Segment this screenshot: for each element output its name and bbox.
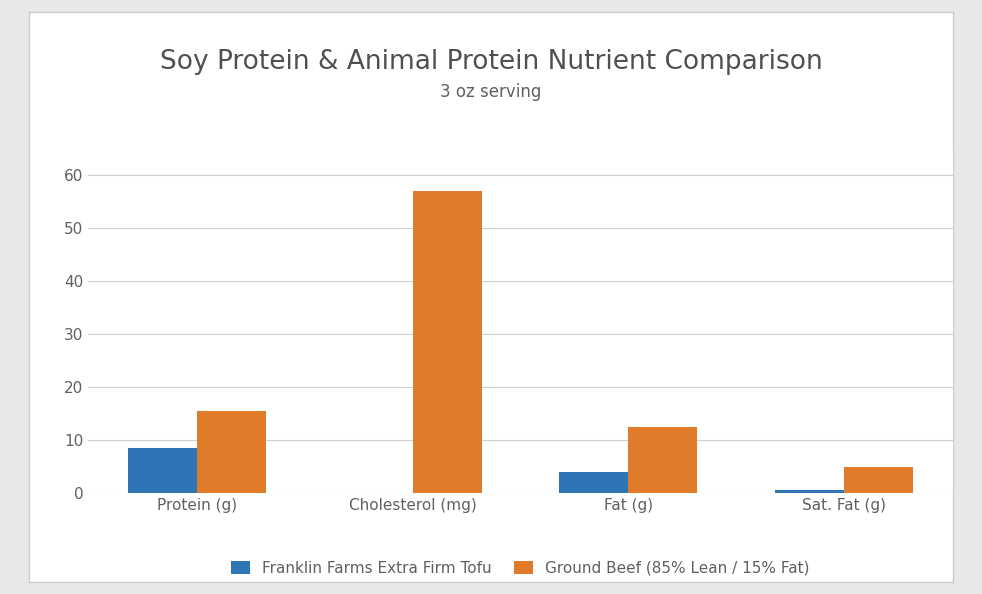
Legend: Franklin Farms Extra Firm Tofu, Ground Beef (85% Lean / 15% Fat): Franklin Farms Extra Firm Tofu, Ground B… [225,555,816,582]
Bar [560,472,628,493]
Text: Soy Protein & Animal Protein Nutrient Comparison: Soy Protein & Animal Protein Nutrient Co… [160,49,822,75]
Bar [845,466,913,493]
Bar [628,426,697,493]
Bar [412,191,481,493]
Bar [196,411,266,493]
Bar [128,448,196,493]
Text: 3 oz serving: 3 oz serving [440,83,542,101]
Bar [775,491,845,493]
